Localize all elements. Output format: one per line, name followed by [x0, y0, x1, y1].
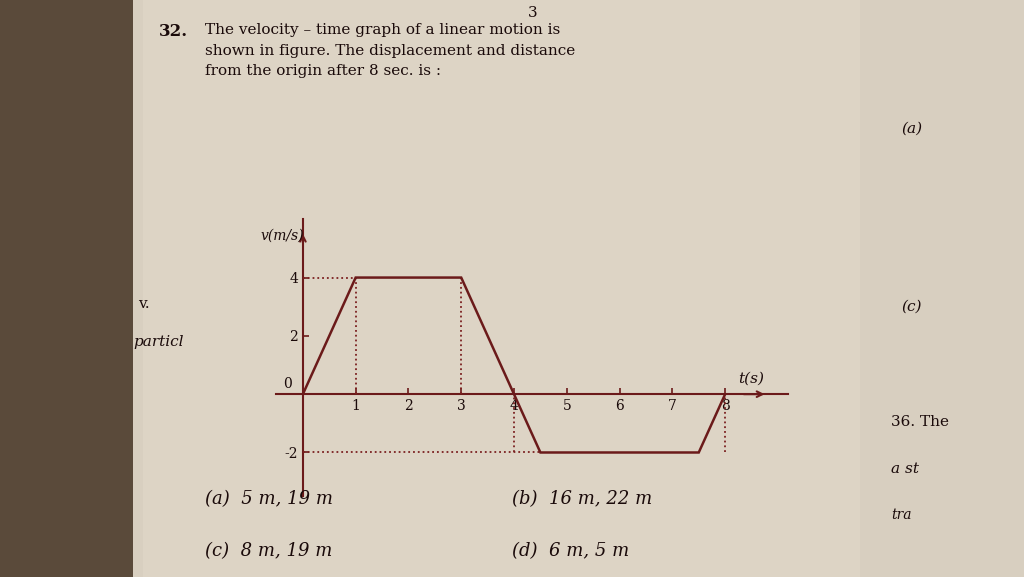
Text: (b)  16 m, 22 m: (b) 16 m, 22 m: [512, 490, 652, 508]
Text: t(s): t(s): [738, 372, 765, 385]
Text: (c): (c): [901, 300, 922, 314]
Text: The velocity – time graph of a linear motion is
shown in figure. The displacemen: The velocity – time graph of a linear mo…: [205, 23, 575, 78]
Text: v.: v.: [138, 297, 150, 311]
Text: tra: tra: [891, 508, 911, 522]
Text: 32.: 32.: [159, 23, 187, 40]
Text: (c)  8 m, 19 m: (c) 8 m, 19 m: [205, 542, 332, 560]
Text: a st: a st: [891, 462, 919, 475]
Text: (a): (a): [901, 121, 923, 135]
Text: v(m/s): v(m/s): [261, 228, 304, 243]
Text: 36. The: 36. The: [891, 415, 949, 429]
Text: particl: particl: [133, 335, 183, 349]
Text: 3: 3: [527, 6, 538, 20]
Text: 0: 0: [283, 377, 292, 391]
Text: (a)  5 m, 19 m: (a) 5 m, 19 m: [205, 490, 333, 508]
Text: (d)  6 m, 5 m: (d) 6 m, 5 m: [512, 542, 630, 560]
